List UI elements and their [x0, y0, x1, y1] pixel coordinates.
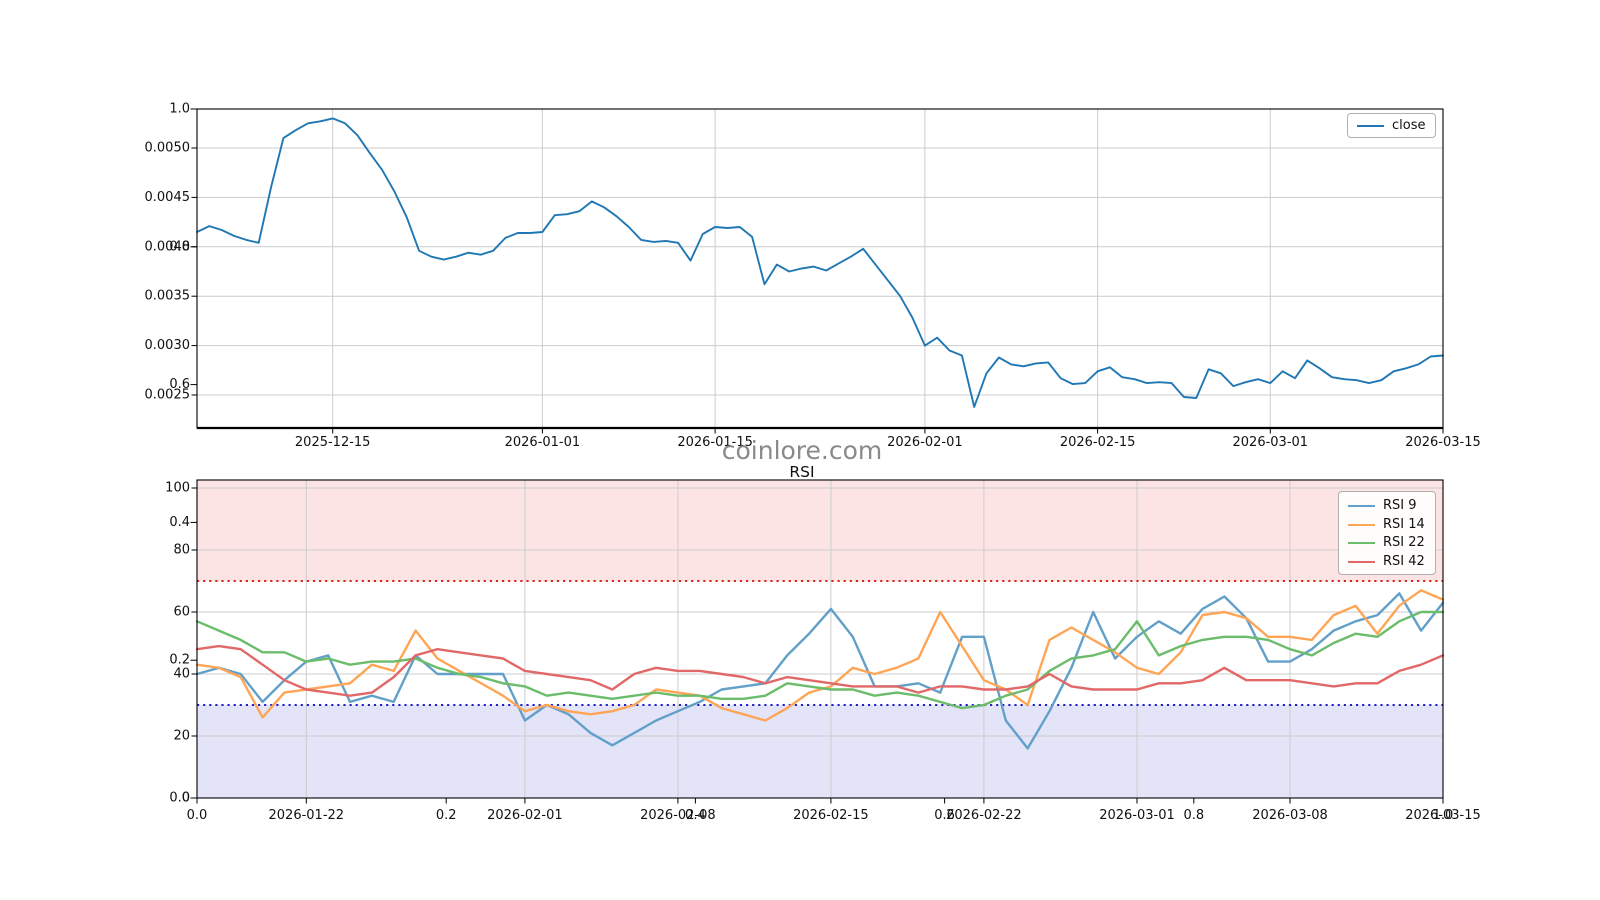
- svg-text:0.0: 0.0: [187, 808, 208, 823]
- rsi-line-swatch: [1348, 523, 1375, 526]
- price-x-ticklabels: 2025-12-15 2026-01-01 2026-01-15 2026-02-01…: [295, 428, 1481, 450]
- svg-text:0.8: 0.8: [169, 239, 190, 254]
- svg-text:0.0040: 0.0040: [145, 239, 191, 254]
- rsi-legend-item: RSI 14: [1348, 516, 1425, 535]
- svg-text:100: 100: [165, 481, 190, 496]
- rsi-line-swatch: [1348, 505, 1375, 508]
- svg-text:2026-02-15: 2026-02-15: [793, 808, 869, 823]
- close-price-line: [196, 117, 1444, 408]
- svg-text:0.0050: 0.0050: [145, 141, 191, 156]
- svg-text:0.0045: 0.0045: [145, 190, 191, 205]
- svg-text:0.2: 0.2: [436, 808, 457, 823]
- rsi-line-swatch: [1348, 560, 1375, 563]
- price-legend: close: [1347, 113, 1437, 138]
- svg-text:2026-02-01: 2026-02-01: [487, 808, 563, 823]
- rsi-legend-item: RSI 42: [1348, 553, 1425, 572]
- svg-text:2025-12-15: 2025-12-15: [295, 435, 371, 450]
- svg-text:2026-01-01: 2026-01-01: [505, 435, 581, 450]
- svg-text:0: 0: [182, 791, 190, 806]
- rsi-line-swatch: [1348, 542, 1375, 545]
- svg-text:0.0: 0.0: [169, 791, 190, 806]
- svg-text:20: 20: [173, 729, 190, 744]
- svg-text:40: 40: [173, 667, 190, 682]
- rsi-legend-item: RSI 9: [1348, 497, 1425, 516]
- svg-text:2026-03-01: 2026-03-01: [1233, 435, 1309, 450]
- rsi-y-ticklabels: 100 80 60 40 20 0: [165, 481, 197, 806]
- rsi-legend-label: RSI 22: [1383, 535, 1425, 550]
- svg-text:0.6: 0.6: [169, 377, 190, 392]
- rsi-panel: 100 80 60 40 20 0 2026-01-22 2026-02-01 2026-02-…: [165, 479, 1481, 823]
- svg-text:0.4: 0.4: [685, 808, 706, 823]
- price-panel: 0.0050 0.0045 0.0040 0.0035 0.0030 0.0025 2025…: [145, 108, 1481, 450]
- svg-text:2026-03-15: 2026-03-15: [1405, 808, 1481, 823]
- oversold-band: [197, 705, 1443, 798]
- svg-text:2026-02-01: 2026-02-01: [887, 435, 963, 450]
- svg-text:0.0025: 0.0025: [145, 388, 191, 403]
- svg-text:60: 60: [173, 605, 190, 620]
- svg-text:0.6: 0.6: [934, 808, 955, 823]
- svg-text:0.4: 0.4: [169, 515, 190, 530]
- rsi-legend-label: RSI 42: [1383, 553, 1425, 569]
- watermark: coinlore.com: [721, 436, 883, 465]
- rsi-legend: RSI 9 RSI 14 RSI 22 RSI 42: [1338, 491, 1436, 575]
- svg-text:80: 80: [173, 543, 190, 558]
- svg-text:2026-03-08: 2026-03-08: [1252, 808, 1328, 823]
- overbought-band: [197, 480, 1443, 581]
- rsi-frame: [196, 479, 1444, 799]
- price-y-ticklabels: 0.0050 0.0045 0.0040 0.0035 0.0030 0.0025: [145, 141, 197, 403]
- svg-text:2026-02-08: 2026-02-08: [640, 808, 716, 823]
- svg-text:2026-02-22: 2026-02-22: [946, 808, 1022, 823]
- rsi-panel-title: RSI: [789, 463, 815, 481]
- svg-text:0.0035: 0.0035: [145, 289, 191, 304]
- svg-text:1.0: 1.0: [1433, 808, 1454, 823]
- svg-text:2026-02-15: 2026-02-15: [1060, 435, 1136, 450]
- svg-text:0.2: 0.2: [169, 653, 190, 668]
- svg-text:2026-03-15: 2026-03-15: [1405, 435, 1481, 450]
- rsi-legend-label: RSI 9: [1383, 498, 1417, 513]
- svg-text:1.0: 1.0: [169, 102, 190, 117]
- rsi-grid: [197, 480, 1444, 798]
- svg-text:2026-01-22: 2026-01-22: [269, 808, 345, 823]
- close-legend-label: close: [1392, 118, 1426, 133]
- overlay-axis-ticklabels: 0.0 0.2 0.4 0.6 0.8 1.0 0.0 0.2 0.4 0.6 0.8 1.0: [169, 102, 1453, 823]
- svg-text:2026-03-01: 2026-03-01: [1099, 808, 1175, 823]
- rsi-x-ticklabels: 2026-01-22 2026-02-01 2026-02-08 2026-02-15…: [269, 798, 1481, 823]
- svg-text:0.0030: 0.0030: [145, 338, 191, 353]
- rsi-lines: [195, 589, 1445, 750]
- svg-text:2026-01-15: 2026-01-15: [677, 435, 753, 450]
- svg-text:0.8: 0.8: [1183, 808, 1204, 823]
- rsi-legend-item: RSI 22: [1348, 534, 1425, 553]
- close-line-swatch: [1357, 124, 1384, 127]
- rsi-legend-label: RSI 14: [1383, 516, 1425, 532]
